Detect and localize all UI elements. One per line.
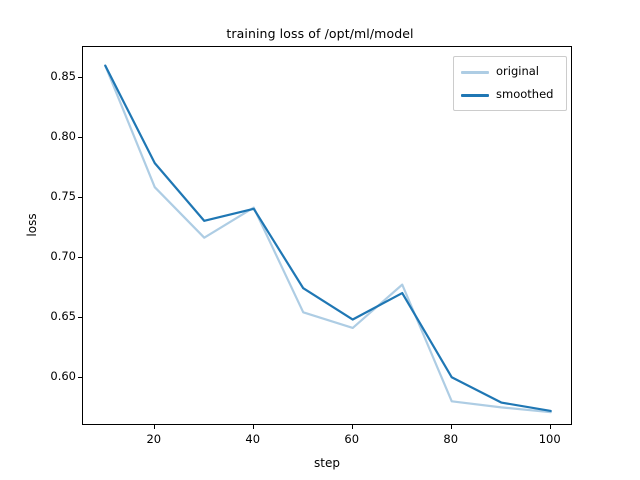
x-tick-label: 40	[245, 432, 261, 446]
y-tick-mark	[78, 377, 82, 379]
legend: original smoothed	[453, 56, 567, 111]
x-tick-mark	[252, 425, 254, 429]
series-line-smoothed	[104, 64, 552, 413]
x-tick-label: 20	[146, 432, 162, 446]
legend-item-smoothed[interactable]: smoothed	[454, 84, 566, 106]
x-axis-label: step	[314, 456, 340, 470]
chart-lines	[104, 64, 552, 414]
x-tick-mark	[549, 425, 551, 429]
x-tick-label: 100	[538, 432, 561, 446]
y-tick-label: 0.75	[50, 188, 76, 203]
x-tick-mark	[351, 425, 353, 429]
chart-title: training loss of /opt/ml/model	[226, 26, 414, 41]
legend-item-original[interactable]: original	[454, 61, 566, 83]
y-tick-mark	[78, 257, 82, 259]
legend-label: smoothed	[496, 87, 554, 101]
legend-swatch-original	[461, 71, 489, 74]
y-tick-label: 0.70	[50, 249, 76, 264]
series-line-original	[104, 64, 552, 414]
y-tick-label: 0.60	[50, 369, 76, 384]
legend-swatch-smoothed	[461, 94, 489, 97]
legend-label: original	[496, 64, 539, 78]
y-tick-label: 0.85	[50, 68, 76, 83]
plot-frame	[82, 46, 572, 425]
y-tick-mark	[78, 76, 82, 78]
y-tick-mark	[78, 317, 82, 319]
y-tick-label: 0.65	[50, 309, 76, 324]
y-tick-label: 0.80	[50, 128, 76, 143]
x-tick-mark	[450, 425, 452, 429]
y-axis-label: loss	[25, 213, 39, 237]
plot-area	[83, 47, 571, 424]
x-tick-label: 80	[443, 432, 459, 446]
x-tick-label: 60	[344, 432, 360, 446]
y-tick-mark	[78, 136, 82, 138]
y-tick-mark	[78, 196, 82, 198]
x-tick-mark	[153, 425, 155, 429]
